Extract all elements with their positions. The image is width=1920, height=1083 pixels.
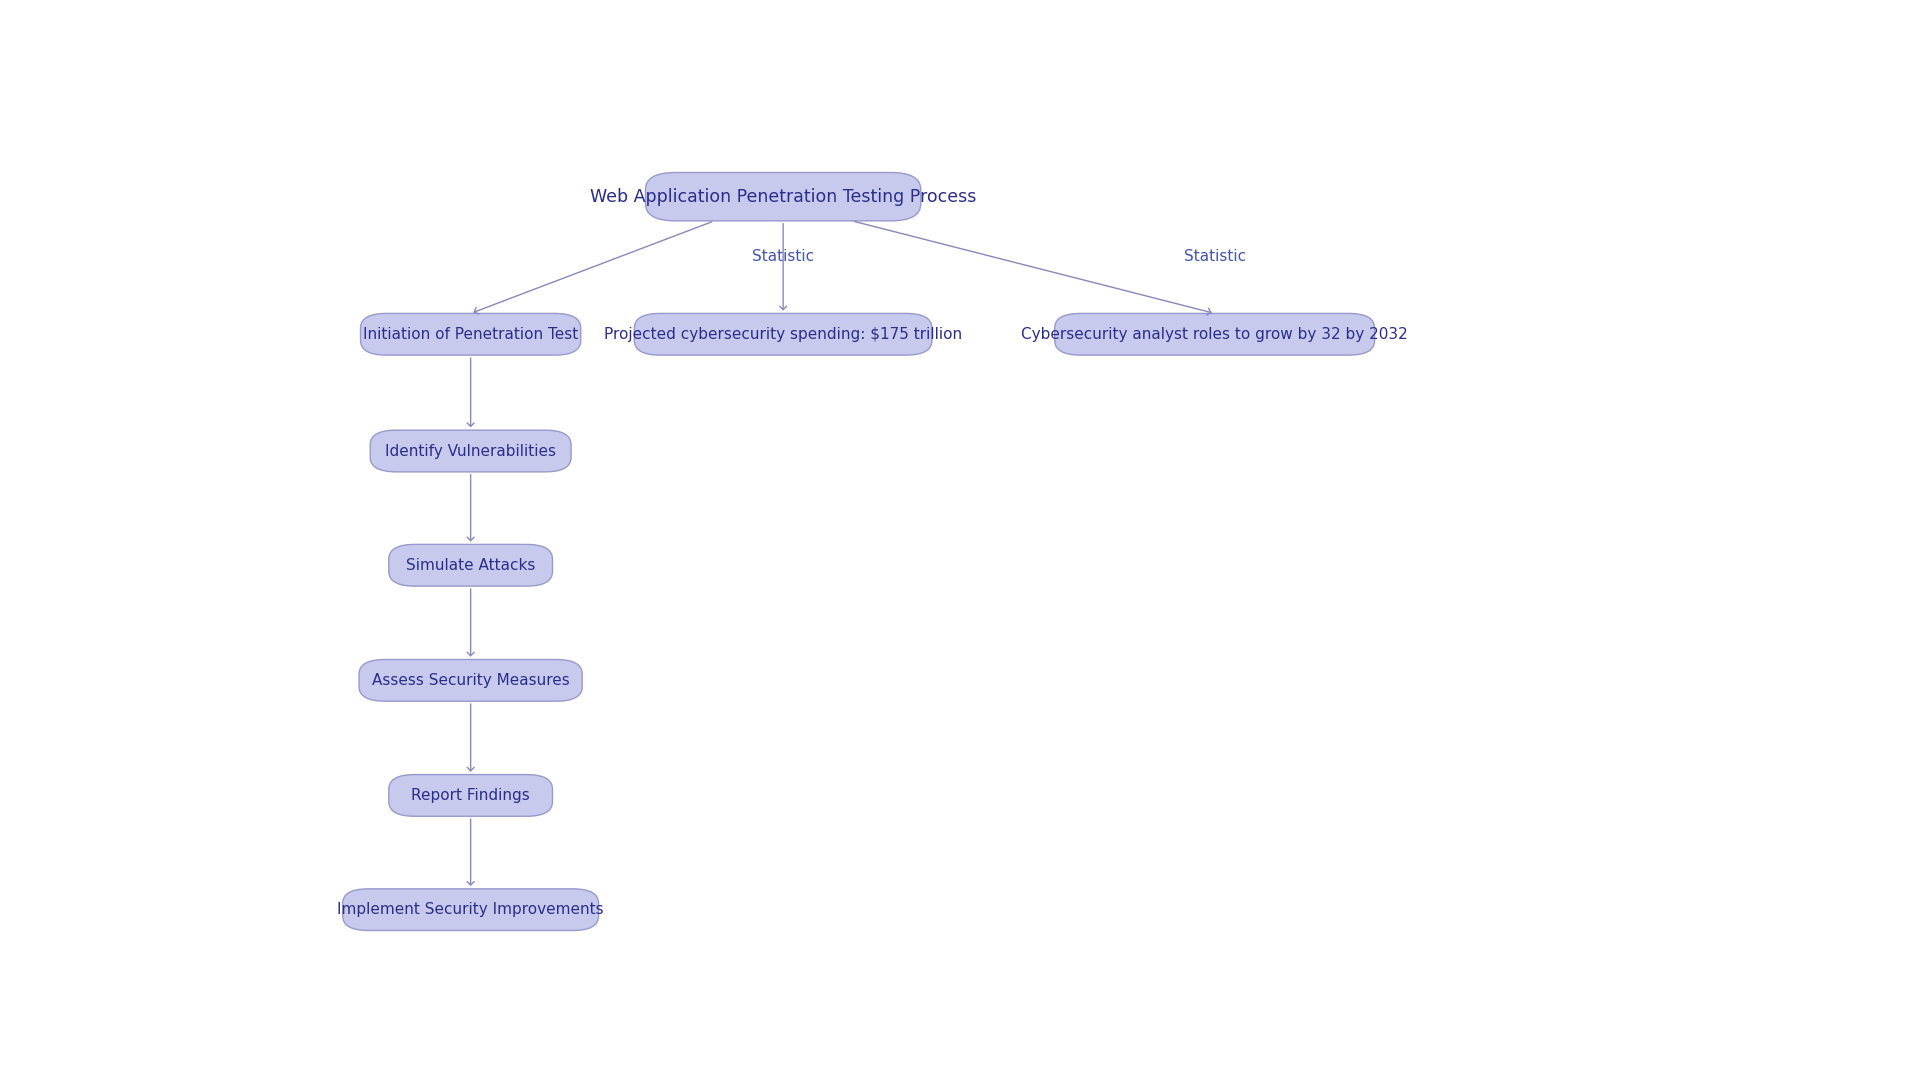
FancyBboxPatch shape [1054, 313, 1375, 355]
FancyBboxPatch shape [634, 313, 931, 355]
FancyBboxPatch shape [371, 430, 570, 472]
Text: Assess Security Measures: Assess Security Measures [372, 673, 570, 688]
FancyBboxPatch shape [388, 545, 553, 586]
Text: Projected cybersecurity spending: $175 trillion: Projected cybersecurity spending: $175 t… [605, 327, 962, 342]
Text: Identify Vulnerabilities: Identify Vulnerabilities [386, 444, 557, 458]
Text: Web Application Penetration Testing Process: Web Application Penetration Testing Proc… [589, 187, 975, 206]
Text: Report Findings: Report Findings [411, 788, 530, 803]
Text: Statistic: Statistic [1183, 249, 1246, 264]
Text: Simulate Attacks: Simulate Attacks [405, 558, 536, 573]
FancyBboxPatch shape [388, 774, 553, 817]
FancyBboxPatch shape [361, 313, 580, 355]
FancyBboxPatch shape [645, 172, 922, 221]
FancyBboxPatch shape [342, 889, 599, 930]
Text: Initiation of Penetration Test: Initiation of Penetration Test [363, 327, 578, 342]
Text: Implement Security Improvements: Implement Security Improvements [338, 902, 605, 917]
Text: Statistic: Statistic [753, 249, 814, 264]
Text: Cybersecurity analyst roles to grow by 32 by 2032: Cybersecurity analyst roles to grow by 3… [1021, 327, 1407, 342]
FancyBboxPatch shape [359, 660, 582, 701]
